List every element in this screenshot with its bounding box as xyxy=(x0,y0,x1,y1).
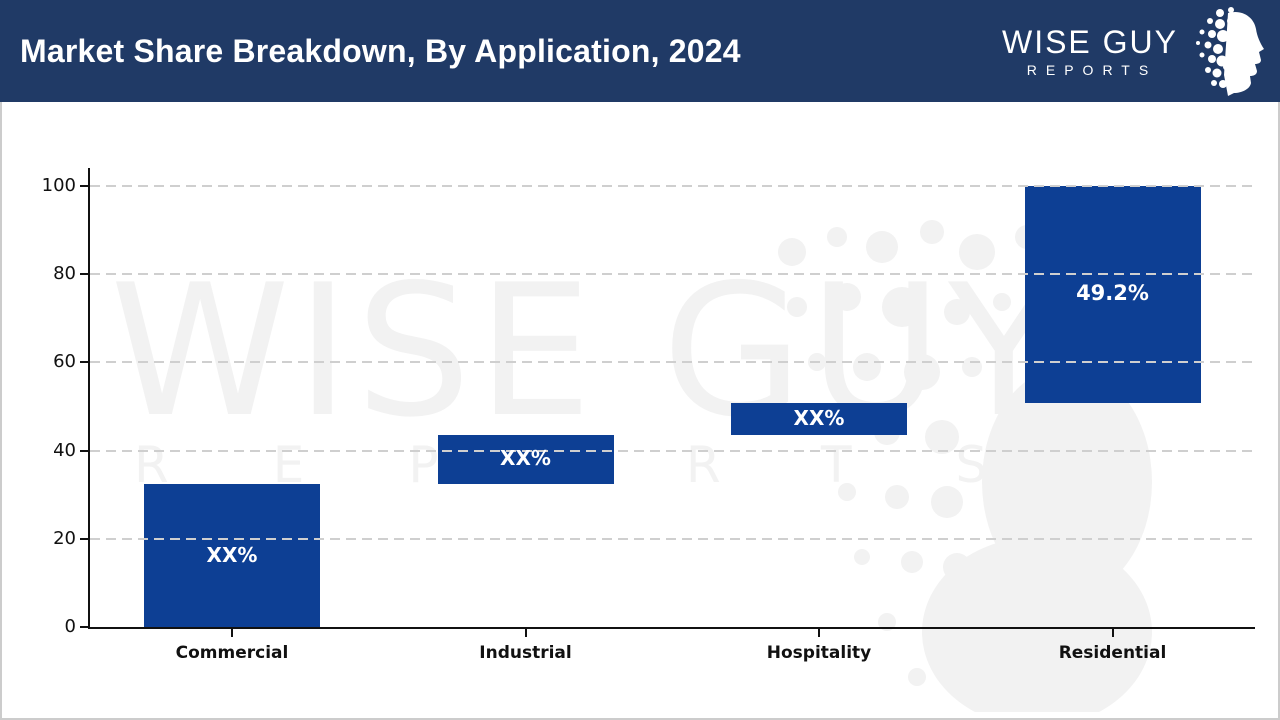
y-tick-label: 60 xyxy=(53,351,76,373)
bar-value-label: XX% xyxy=(206,542,258,567)
header-bar: Market Share Breakdown, By Application, … xyxy=(0,0,1280,102)
bar-residential xyxy=(1024,186,1201,403)
x-tickmark xyxy=(231,629,233,637)
y-tickmark xyxy=(80,626,88,628)
gridline-y100 xyxy=(90,185,1255,187)
y-tickmark xyxy=(80,449,88,452)
plot-area: 0 20 40 60 80 100 XX% Commercial XX% Industrial XX… xyxy=(2,102,1278,718)
y-tick-label: 40 xyxy=(53,439,76,461)
gridline-y80 xyxy=(90,273,1255,276)
x-category-label: Residential xyxy=(1058,643,1167,663)
y-tickmark xyxy=(80,273,88,276)
brand-logo: WISE GUY REPORTS xyxy=(1002,5,1266,97)
y-tick-label: 0 xyxy=(64,616,76,637)
y-tick-label: 20 xyxy=(53,527,76,549)
x-category-label: Commercial xyxy=(175,643,289,663)
x-tickmark xyxy=(818,629,820,637)
y-tick-label: 100 xyxy=(41,175,76,196)
dot-face-profile-icon xyxy=(1196,7,1264,97)
bar-value-label: 49.2% xyxy=(1076,281,1149,306)
x-axis-line xyxy=(88,627,1255,629)
x-category-label: Industrial xyxy=(479,643,572,663)
chart-canvas: WISE GUY REPORTS 020406080100XX%Commerci… xyxy=(0,102,1280,720)
y-tickmark xyxy=(80,185,88,187)
x-tickmark xyxy=(524,629,527,637)
bar-value-label: XX% xyxy=(793,405,845,430)
logo-subtitle: REPORTS xyxy=(1026,61,1158,78)
gridline-y60 xyxy=(90,361,1255,364)
bar-value-label: XX% xyxy=(500,446,551,471)
bar-commercial xyxy=(144,484,320,627)
gridline-y20 xyxy=(90,537,1255,540)
brand-logo-text: WISE GUY REPORTS xyxy=(1002,26,1178,77)
x-tickmark xyxy=(1111,629,1114,637)
x-category-label: Hospitality xyxy=(766,643,872,663)
bar-industrial xyxy=(437,434,614,485)
logo-wordmark: WISE GUY xyxy=(1001,23,1178,60)
chart-title: Market Share Breakdown, By Application, … xyxy=(20,32,741,69)
gridline-y40 xyxy=(90,449,1255,452)
y-tickmark xyxy=(80,537,88,540)
y-tickmark xyxy=(80,361,88,364)
y-tick-label: 80 xyxy=(53,263,76,285)
y-axis-line xyxy=(88,168,90,629)
